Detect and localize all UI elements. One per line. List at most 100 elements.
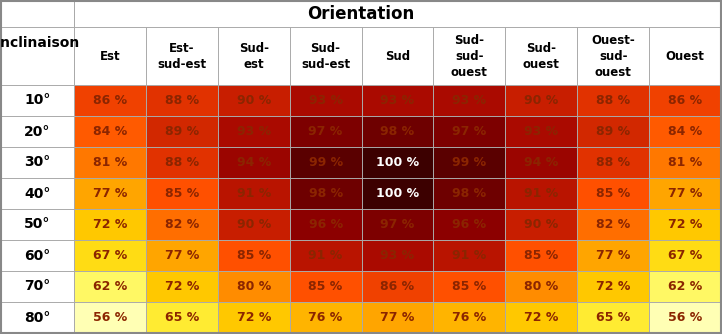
Text: 50°: 50° (25, 217, 51, 231)
Bar (218, 85, 290, 116)
Bar (505, 116, 577, 147)
Bar (362, 116, 433, 147)
Bar (218, 116, 290, 147)
Text: 100 %: 100 % (376, 156, 419, 169)
Bar (433, 147, 505, 178)
Bar (218, 302, 290, 333)
Bar (505, 302, 577, 333)
Text: 56 %: 56 % (668, 311, 703, 324)
Text: 70°: 70° (25, 280, 51, 294)
Bar (146, 147, 218, 178)
Bar (74, 116, 146, 147)
Bar (218, 209, 290, 240)
Text: 80 %: 80 % (237, 280, 271, 293)
Text: 72 %: 72 % (524, 311, 558, 324)
Bar (505, 147, 577, 178)
Bar (362, 209, 433, 240)
Text: Sud-
sud-est: Sud- sud-est (301, 41, 350, 70)
Text: 30°: 30° (25, 156, 51, 169)
Bar (74, 240, 146, 271)
Text: 76 %: 76 % (308, 311, 343, 324)
Text: 60°: 60° (25, 248, 51, 263)
Text: 81 %: 81 % (668, 156, 703, 169)
Text: 84 %: 84 % (668, 125, 703, 138)
Bar (74, 147, 146, 178)
Bar (290, 209, 362, 240)
Bar (649, 178, 721, 209)
Text: 90 %: 90 % (524, 218, 558, 231)
Text: 65 %: 65 % (596, 311, 630, 324)
Text: 56 %: 56 % (93, 311, 127, 324)
Text: 62 %: 62 % (668, 280, 703, 293)
Bar (1, 147, 74, 178)
Text: 94 %: 94 % (237, 156, 271, 169)
Bar (362, 271, 433, 302)
Text: 85 %: 85 % (596, 187, 630, 200)
Text: 77 %: 77 % (668, 187, 703, 200)
Text: 93 %: 93 % (380, 94, 414, 107)
Bar (74, 178, 146, 209)
Text: 94 %: 94 % (524, 156, 558, 169)
Bar (74, 85, 146, 116)
Bar (1, 1, 721, 27)
Text: 91 %: 91 % (237, 187, 271, 200)
Bar (649, 209, 721, 240)
Bar (218, 240, 290, 271)
Bar (433, 178, 505, 209)
Text: Sud-
est: Sud- est (239, 41, 269, 70)
Text: 90 %: 90 % (524, 94, 558, 107)
Text: 97 %: 97 % (308, 125, 343, 138)
Bar (577, 116, 649, 147)
Bar (505, 240, 577, 271)
Text: 86 %: 86 % (93, 94, 127, 107)
Text: Sud: Sud (385, 49, 410, 62)
Text: 81 %: 81 % (93, 156, 127, 169)
Bar (362, 147, 433, 178)
Text: 90 %: 90 % (237, 94, 271, 107)
Text: 67 %: 67 % (668, 249, 703, 262)
Bar (218, 178, 290, 209)
Bar (74, 27, 146, 85)
Text: 91 %: 91 % (524, 187, 558, 200)
Bar (577, 27, 649, 85)
Text: 77 %: 77 % (165, 249, 199, 262)
Bar (74, 302, 146, 333)
Bar (290, 302, 362, 333)
Bar (505, 271, 577, 302)
Bar (649, 147, 721, 178)
Bar (433, 85, 505, 116)
Bar (1, 302, 74, 333)
Bar (290, 147, 362, 178)
Bar (218, 271, 290, 302)
Bar (433, 209, 505, 240)
Bar (146, 240, 218, 271)
Bar (362, 27, 433, 85)
Text: Ouest: Ouest (666, 49, 705, 62)
Bar (146, 271, 218, 302)
Text: 88 %: 88 % (596, 156, 630, 169)
Bar (290, 178, 362, 209)
Text: 93 %: 93 % (308, 94, 343, 107)
Bar (1, 209, 74, 240)
Text: 99 %: 99 % (308, 156, 343, 169)
Text: 93 %: 93 % (380, 249, 414, 262)
Text: 85 %: 85 % (237, 249, 271, 262)
Bar (577, 85, 649, 116)
Bar (290, 240, 362, 271)
Bar (577, 302, 649, 333)
Text: Est: Est (100, 49, 121, 62)
Text: 72 %: 72 % (596, 280, 630, 293)
Text: 90 %: 90 % (237, 218, 271, 231)
Text: 100 %: 100 % (376, 187, 419, 200)
Text: 72 %: 72 % (668, 218, 703, 231)
Bar (290, 271, 362, 302)
Bar (1, 1, 74, 85)
Bar (146, 116, 218, 147)
Text: 82 %: 82 % (596, 218, 630, 231)
Text: 10°: 10° (25, 94, 51, 108)
Text: Orientation: Orientation (308, 5, 414, 23)
Bar (505, 27, 577, 85)
Text: 40°: 40° (25, 186, 51, 200)
Bar (146, 27, 218, 85)
Bar (505, 85, 577, 116)
